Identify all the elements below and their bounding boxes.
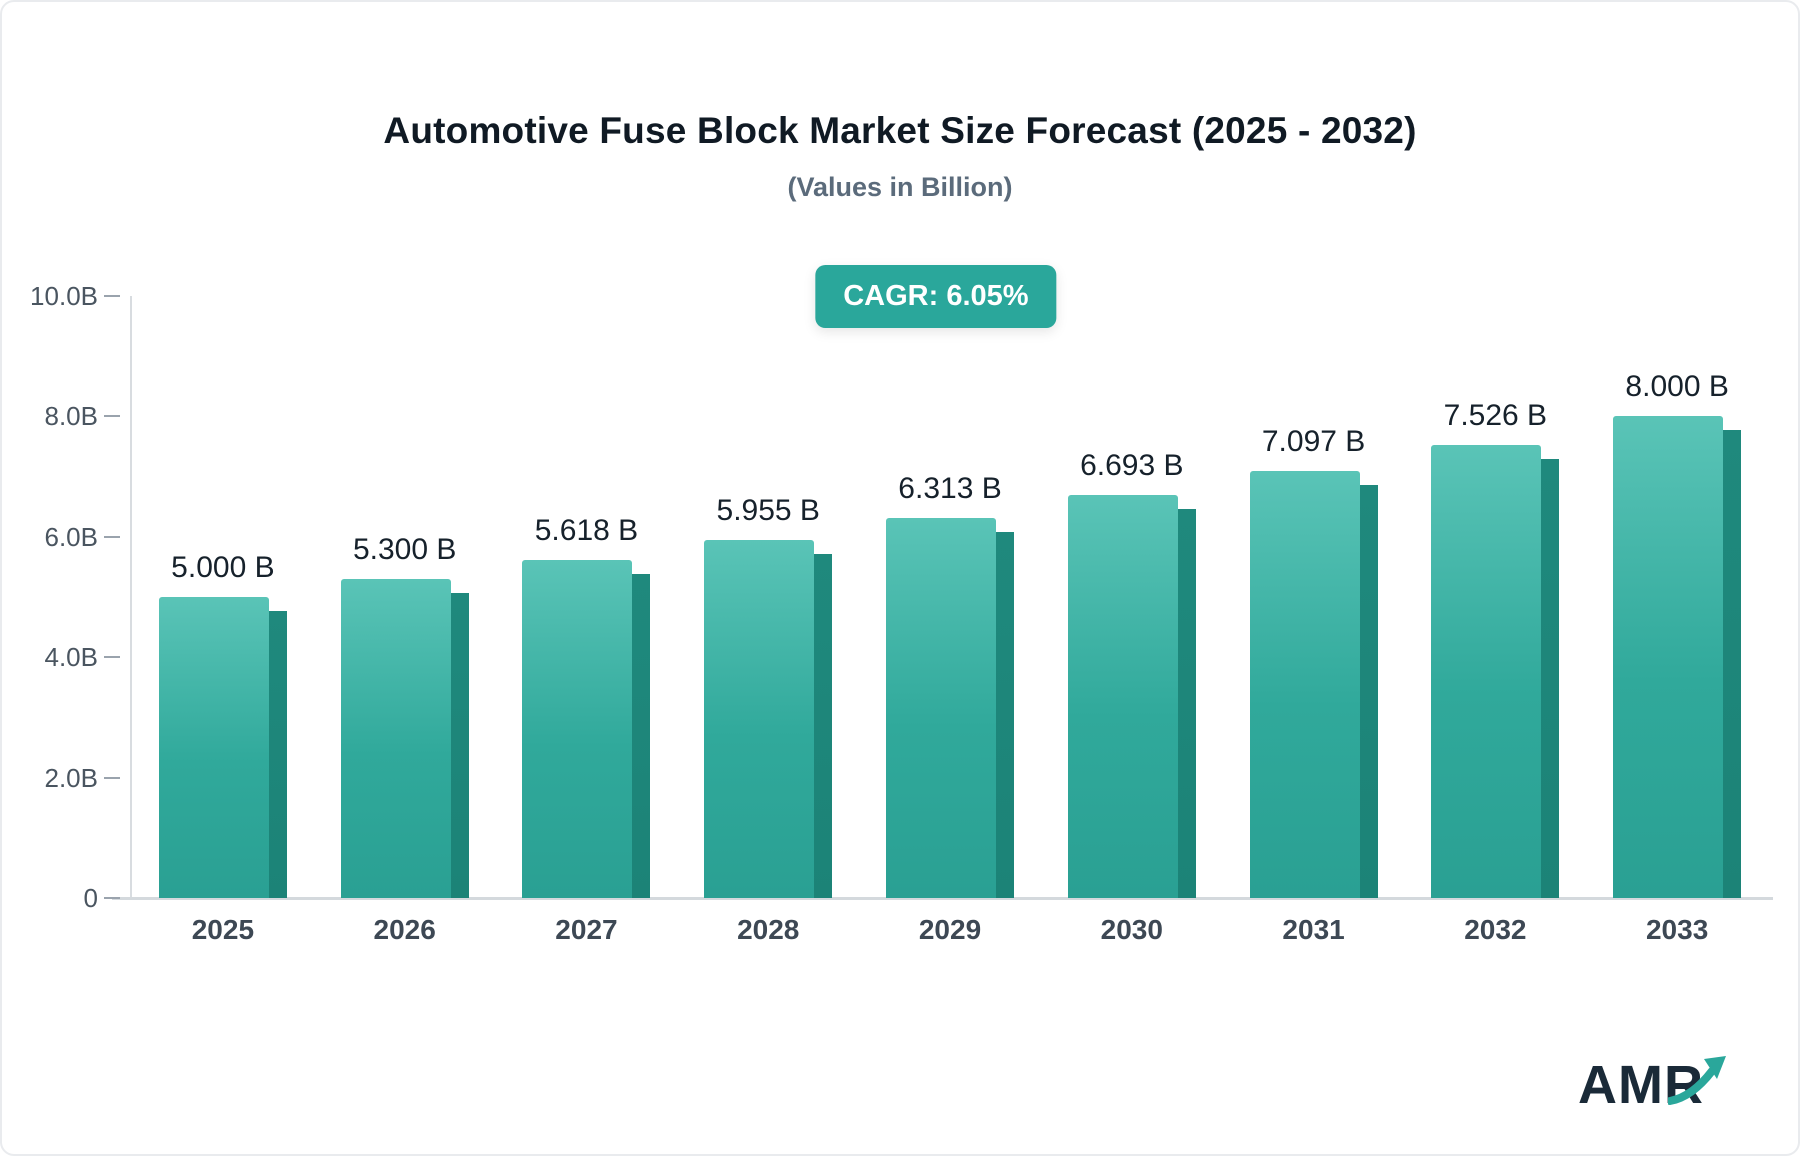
y-tick-label: 10.0B (30, 281, 98, 311)
bar-value-label: 5.000 B (171, 551, 275, 584)
bar (1067, 495, 1196, 898)
bar (1249, 470, 1378, 898)
bar-side-face (1177, 509, 1196, 898)
chart-subtitle: (Values in Billion) (787, 172, 1013, 202)
x-axis-label: 2031 (1282, 914, 1345, 945)
y-tick-label: 6.0B (44, 521, 99, 552)
bar-side-face (1359, 484, 1378, 898)
bar-front-face (1613, 416, 1724, 898)
x-axis-label: 2025 (191, 914, 255, 945)
chart-title: Automotive Fuse Block Market Size Foreca… (383, 110, 1417, 151)
y-tick-mark (104, 776, 120, 779)
y-tick-mark (104, 897, 120, 899)
x-axis: 2025 2026 2027 2028 2029 2030 2031 2032 2033 (132, 914, 1768, 946)
bar-side-face (996, 531, 1015, 898)
bar-side-face (1723, 430, 1742, 898)
bar (340, 578, 469, 898)
bar-group: 5.000 B (132, 296, 314, 898)
y-tick-label: 0 (83, 883, 98, 913)
bar (704, 539, 833, 898)
x-axis-label: 2033 (1645, 914, 1709, 945)
bar-front-face (704, 539, 815, 898)
y-tick-label: 8.0B (44, 401, 99, 432)
bar-value-label: 8.000 B (1625, 370, 1729, 404)
x-axis-line (112, 897, 1773, 900)
bar-group: 7.526 B (1404, 296, 1586, 898)
bar-group: 6.313 B (859, 296, 1041, 898)
amr-logo-text: AMR (1578, 1055, 1704, 1115)
bar-front-face (340, 578, 451, 898)
bar-group: 5.300 B (314, 296, 496, 898)
amr-logo: AMR (1578, 1055, 1726, 1112)
y-tick-label: 4.0B (44, 642, 99, 673)
bar (522, 559, 651, 898)
bar (886, 517, 1015, 898)
bar-side-face (450, 592, 469, 898)
x-axis-label: 2028 (737, 914, 800, 945)
bar-value-label: 5.300 B (352, 532, 457, 566)
y-tick-mark (104, 535, 120, 538)
x-axis-label: 2026 (373, 914, 436, 945)
bar-value-label: 6.693 B (1080, 449, 1184, 483)
bar-group: 8.000 B (1586, 296, 1768, 898)
y-tick-mark (104, 415, 120, 418)
bar-side-face (632, 573, 651, 898)
bar-value-label: 7.097 B (1261, 424, 1366, 458)
bar (1431, 444, 1560, 898)
cagr-badge: CAGR: 6.05% (815, 265, 1057, 328)
y-tick-mark (104, 295, 120, 297)
bar-value-label: 5.955 B (716, 493, 820, 527)
bar-group: 5.618 B (496, 296, 678, 898)
bar-front-face (158, 597, 269, 898)
bar-value-label: 6.313 B (898, 471, 1002, 505)
bar-value-label: 5.618 B (534, 513, 639, 547)
y-tick-mark (104, 656, 120, 659)
y-axis-line (130, 296, 132, 898)
x-axis-label: 2027 (555, 914, 618, 945)
bar-front-face (522, 559, 633, 898)
bar-chart: 10.0B 8.0B 6.0B 4.0B 2.0B 0 5.000 B 5.300 B 5.6… (2, 282, 1798, 945)
bar (1613, 416, 1742, 898)
bar-side-face (814, 553, 833, 898)
y-tick-label: 2.0B (44, 762, 99, 793)
bar (158, 597, 287, 898)
bar-front-face (886, 517, 997, 898)
bar-front-face (1067, 495, 1178, 898)
bar-side-face (268, 611, 287, 898)
bar-group: 7.097 B (1223, 296, 1405, 898)
x-axis-label: 2029 (918, 914, 982, 945)
x-axis-label: 2032 (1464, 914, 1527, 945)
bar-front-face (1249, 470, 1360, 898)
bar-side-face (1541, 458, 1560, 898)
bar-group: 5.955 B (677, 296, 859, 898)
bar-value-label: 7.526 B (1443, 398, 1548, 432)
x-axis-label: 2030 (1100, 914, 1163, 945)
growth-arrow-icon (1666, 1055, 1726, 1110)
plot-area: 5.000 B 5.300 B 5.618 B 5.955 B 6.313 B 6.693… (132, 296, 1768, 898)
bar-group: 6.693 B (1041, 296, 1223, 898)
bar-front-face (1431, 444, 1542, 898)
